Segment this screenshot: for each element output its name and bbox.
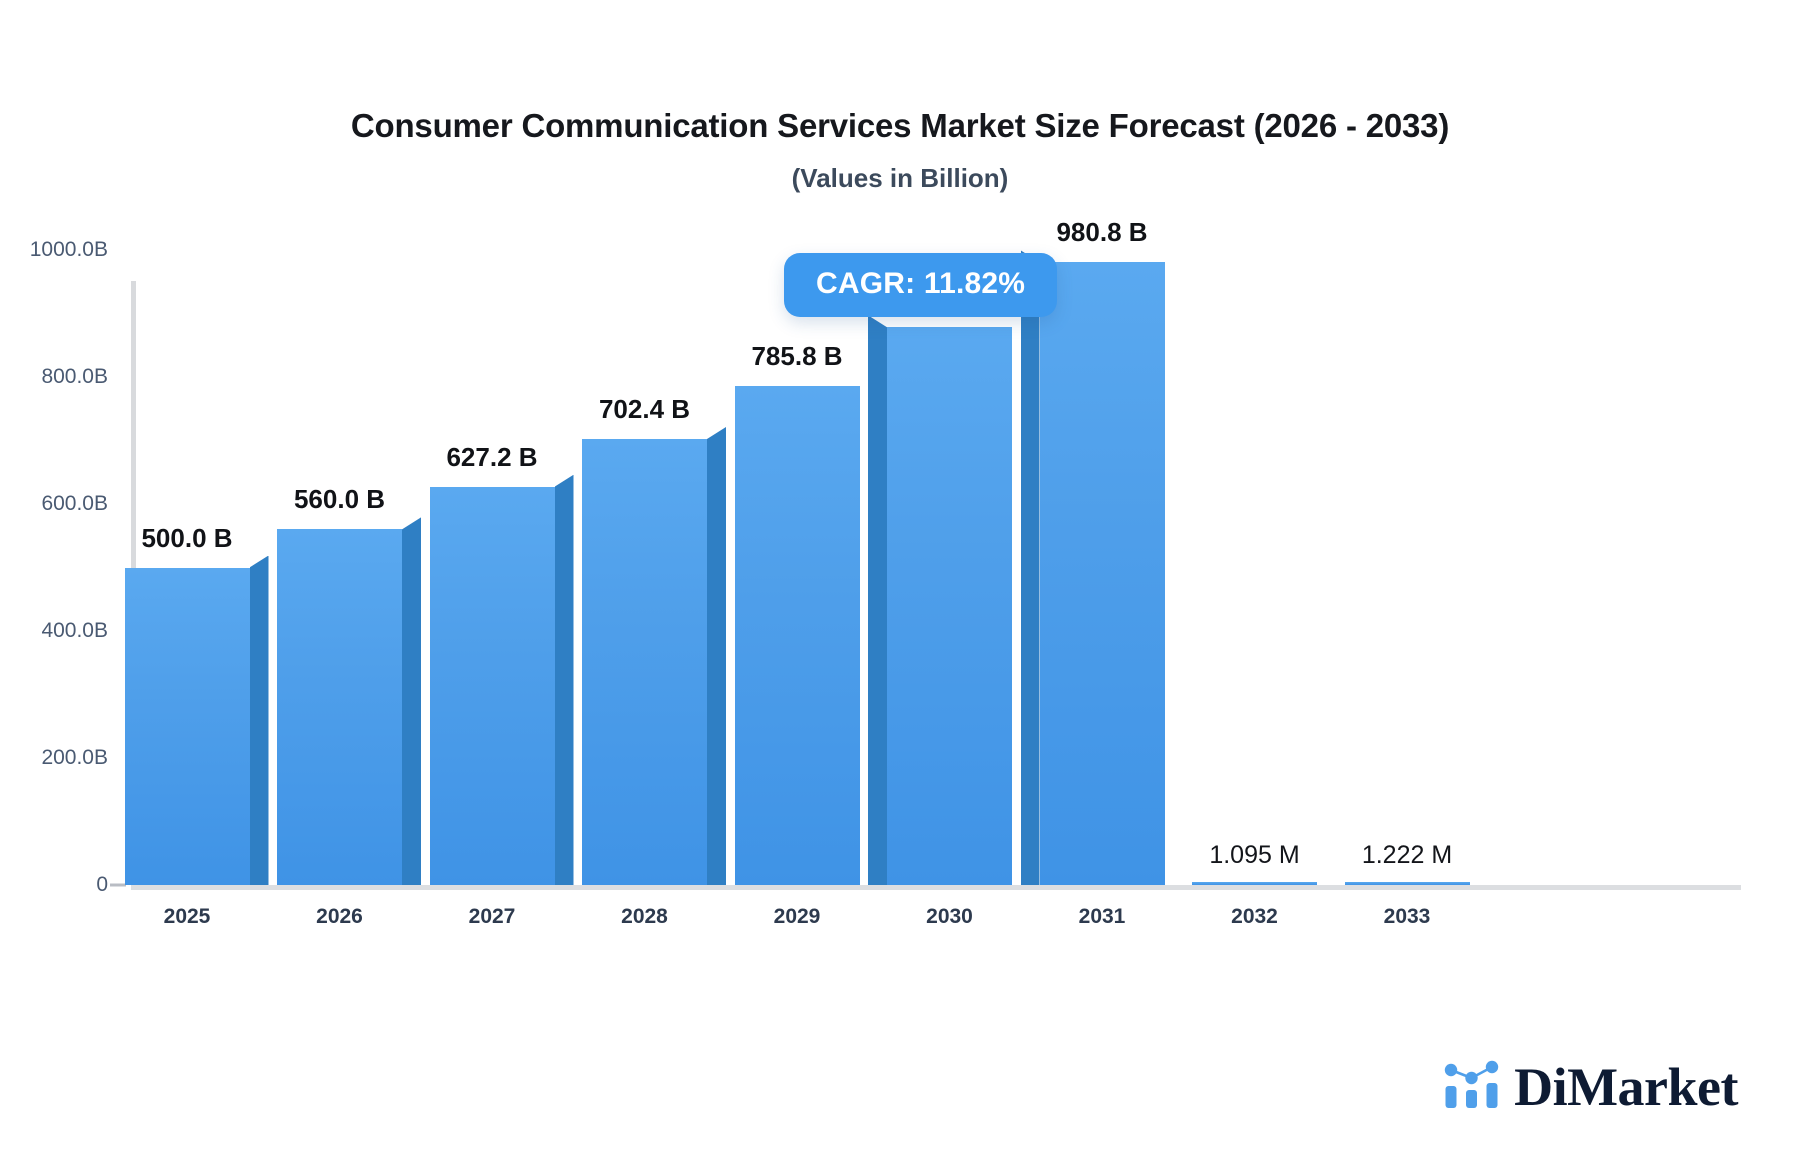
x-axis-tick-label: 2029 — [773, 905, 821, 928]
bar-front-face — [1039, 262, 1165, 885]
bar-front-face — [124, 567, 250, 885]
x-axis-tick-label: 2030 — [926, 905, 973, 928]
logo-wordmark: DiMarket — [1514, 1056, 1738, 1117]
bar-value-label: 980.8 B — [1056, 217, 1148, 248]
bar-value-label: 500.0 B — [141, 522, 233, 553]
bar[interactable]: 627.2 B — [429, 442, 574, 885]
bar[interactable]: 702.4 B — [582, 394, 726, 885]
bar-front-face — [887, 327, 1012, 885]
bar[interactable]: 500.0 B — [124, 523, 269, 885]
y-axis-tick-label: 200.0B — [41, 746, 108, 769]
bar-value-label: 702.4 B — [598, 393, 691, 424]
bar-front-face — [582, 438, 707, 885]
bar-front-face — [734, 386, 860, 885]
y-axis-tick-label: 800.0B — [41, 365, 108, 388]
bar[interactable]: 878.3 B — [868, 282, 1012, 885]
bar-side-face — [1020, 250, 1040, 885]
y-axis-tick-label: 400.0B — [41, 619, 108, 642]
x-axis-line — [131, 885, 1741, 890]
x-axis-tick-label: 2033 — [1383, 905, 1431, 928]
bar-value-label: 785.8 B — [751, 341, 843, 372]
bar-side-face — [554, 474, 574, 885]
x-axis-tick-label: 2025 — [163, 905, 211, 928]
bar-side-face — [707, 426, 726, 885]
y-axis-tick-label: 1000.0B — [29, 238, 108, 261]
page-title: Consumer Communication Services Market S… — [350, 107, 1450, 144]
chart-subtitle: (Values in Billion) — [791, 163, 1009, 194]
bar-value-label: 1.095 M — [1209, 841, 1300, 869]
bar-side-face — [868, 315, 887, 885]
x-axis-tick-label: 2031 — [1078, 905, 1126, 928]
bar[interactable]: 1.222 M — [1344, 841, 1470, 885]
bar-front-face — [277, 529, 402, 885]
bar-side-face — [402, 517, 421, 885]
bar[interactable]: 1.095 M — [1192, 841, 1317, 885]
bar-front-face — [1344, 882, 1470, 885]
bar[interactable]: 980.8 B — [1020, 217, 1165, 885]
bar-value-label: 560.0 B — [293, 484, 386, 515]
y-axis-zero-tick-mark — [110, 883, 126, 887]
bar-side-face — [249, 555, 269, 885]
bar[interactable]: 785.8 B — [734, 341, 860, 885]
y-axis-tick-label: 600.0B — [41, 492, 108, 515]
dimarket-logo: DiMarket — [1444, 1059, 1738, 1114]
x-axis-tick-label: 2032 — [1231, 905, 1278, 928]
x-axis-tick-label: 2027 — [468, 905, 516, 928]
bar-value-label: 1.222 M — [1361, 841, 1453, 869]
y-axis-tick-label: 0 — [96, 873, 108, 896]
bar-front-face — [1192, 882, 1317, 885]
chart-header: Consumer Communication Services Market S… — [0, 107, 1800, 194]
bar[interactable]: 560.0 B — [277, 484, 421, 885]
bar-value-label: 627.2 B — [446, 441, 538, 472]
bar-chart-logo-icon — [1444, 1059, 1500, 1114]
cagr-badge: CAGR: 11.82% — [784, 253, 1058, 317]
x-axis-tick-label: 2026 — [316, 905, 363, 928]
x-axis-tick-label: 2028 — [621, 905, 668, 928]
bar-front-face — [429, 486, 555, 885]
